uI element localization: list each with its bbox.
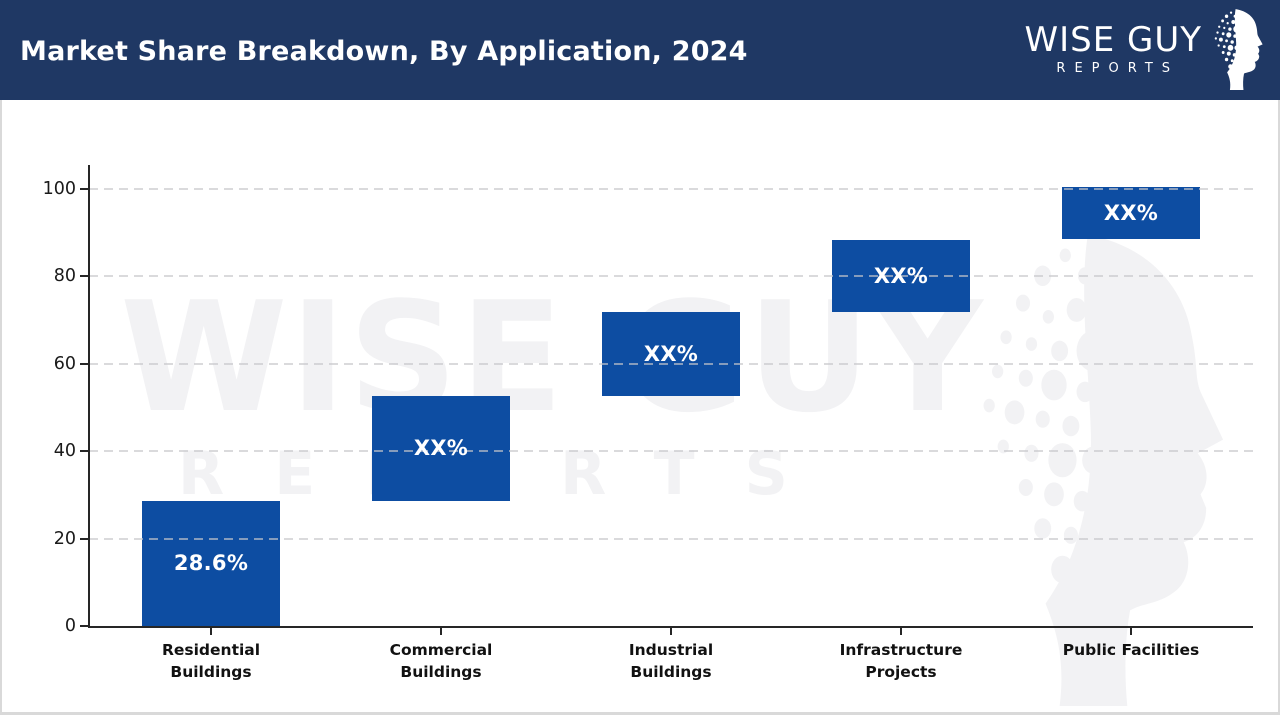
gridline-y-20 — [89, 537, 1253, 540]
y-tick-label-100: 100 — [42, 178, 76, 199]
y-tick-label-0: 0 — [64, 616, 76, 636]
x-tick-mark-residential-buildings — [210, 628, 212, 635]
bar-value-label-commercial-buildings: XX% — [413, 436, 469, 461]
y-tick-label-60: 60 — [53, 353, 76, 374]
category-label-infrastructure-projects: Infrastructure Projects — [839, 641, 963, 681]
chart-title: Market Share Breakdown, By Application, … — [20, 36, 748, 67]
y-tick-label-40: 40 — [53, 441, 76, 461]
logo-reports-label: REPORTS — [1056, 60, 1180, 76]
category-label-residential-buildings: Residential Buildings — [161, 641, 261, 681]
header-bar: Market Share Breakdown, By Application, … — [0, 0, 1280, 100]
y-tick-label-20: 20 — [53, 528, 76, 549]
wise-guy-face-icon — [1214, 9, 1263, 90]
bar-value-label-infrastructure-projects: XX% — [873, 264, 929, 288]
bar-residential-buildings — [142, 500, 280, 626]
wise-guy-logo: WISE GUY REPORTS — [1024, 8, 1266, 90]
bar-value-label-residential-buildings: 28.6% — [173, 551, 249, 576]
gridline-y-100 — [89, 187, 1253, 190]
category-label-public-facilities: Public Facilities — [1062, 641, 1200, 659]
bar-public-facilities — [1062, 187, 1200, 240]
logo-text: WISE GUY REPORTS — [1024, 20, 1202, 76]
x-tick-mark-infrastructure-projects — [900, 628, 902, 635]
y-tick-mark-40 — [80, 450, 88, 452]
gridline-y-40 — [89, 450, 1253, 452]
gridline-y-80 — [89, 275, 1253, 277]
bar-industrial-buildings — [602, 311, 740, 396]
watermark-face-logo — [983, 234, 1224, 706]
logo-wiseguy-label: WISE GUY — [1024, 20, 1202, 61]
y-tick-mark-0 — [80, 625, 88, 627]
y-tick-mark-20 — [80, 537, 88, 540]
y-tick-mark-80 — [80, 275, 88, 277]
bar-commercial-buildings — [372, 395, 510, 501]
x-tick-mark-industrial-buildings — [670, 628, 672, 635]
y-tick-mark-60 — [80, 362, 88, 365]
x-tick-mark-commercial-buildings — [440, 628, 442, 635]
bar-value-label-public-facilities: XX% — [1103, 201, 1159, 226]
x-tick-mark-public-facilities — [1130, 628, 1132, 635]
y-tick-mark-100 — [80, 187, 88, 190]
y-axis-line — [88, 165, 90, 628]
y-tick-label-80: 80 — [53, 266, 76, 286]
gridline-y-60 — [89, 362, 1253, 365]
category-label-commercial-buildings: Commercial Buildings — [389, 641, 493, 681]
category-label-industrial-buildings: Industrial Buildings — [628, 641, 714, 681]
bar-value-label-industrial-buildings: XX% — [643, 341, 699, 366]
x-axis-line — [88, 626, 1253, 628]
